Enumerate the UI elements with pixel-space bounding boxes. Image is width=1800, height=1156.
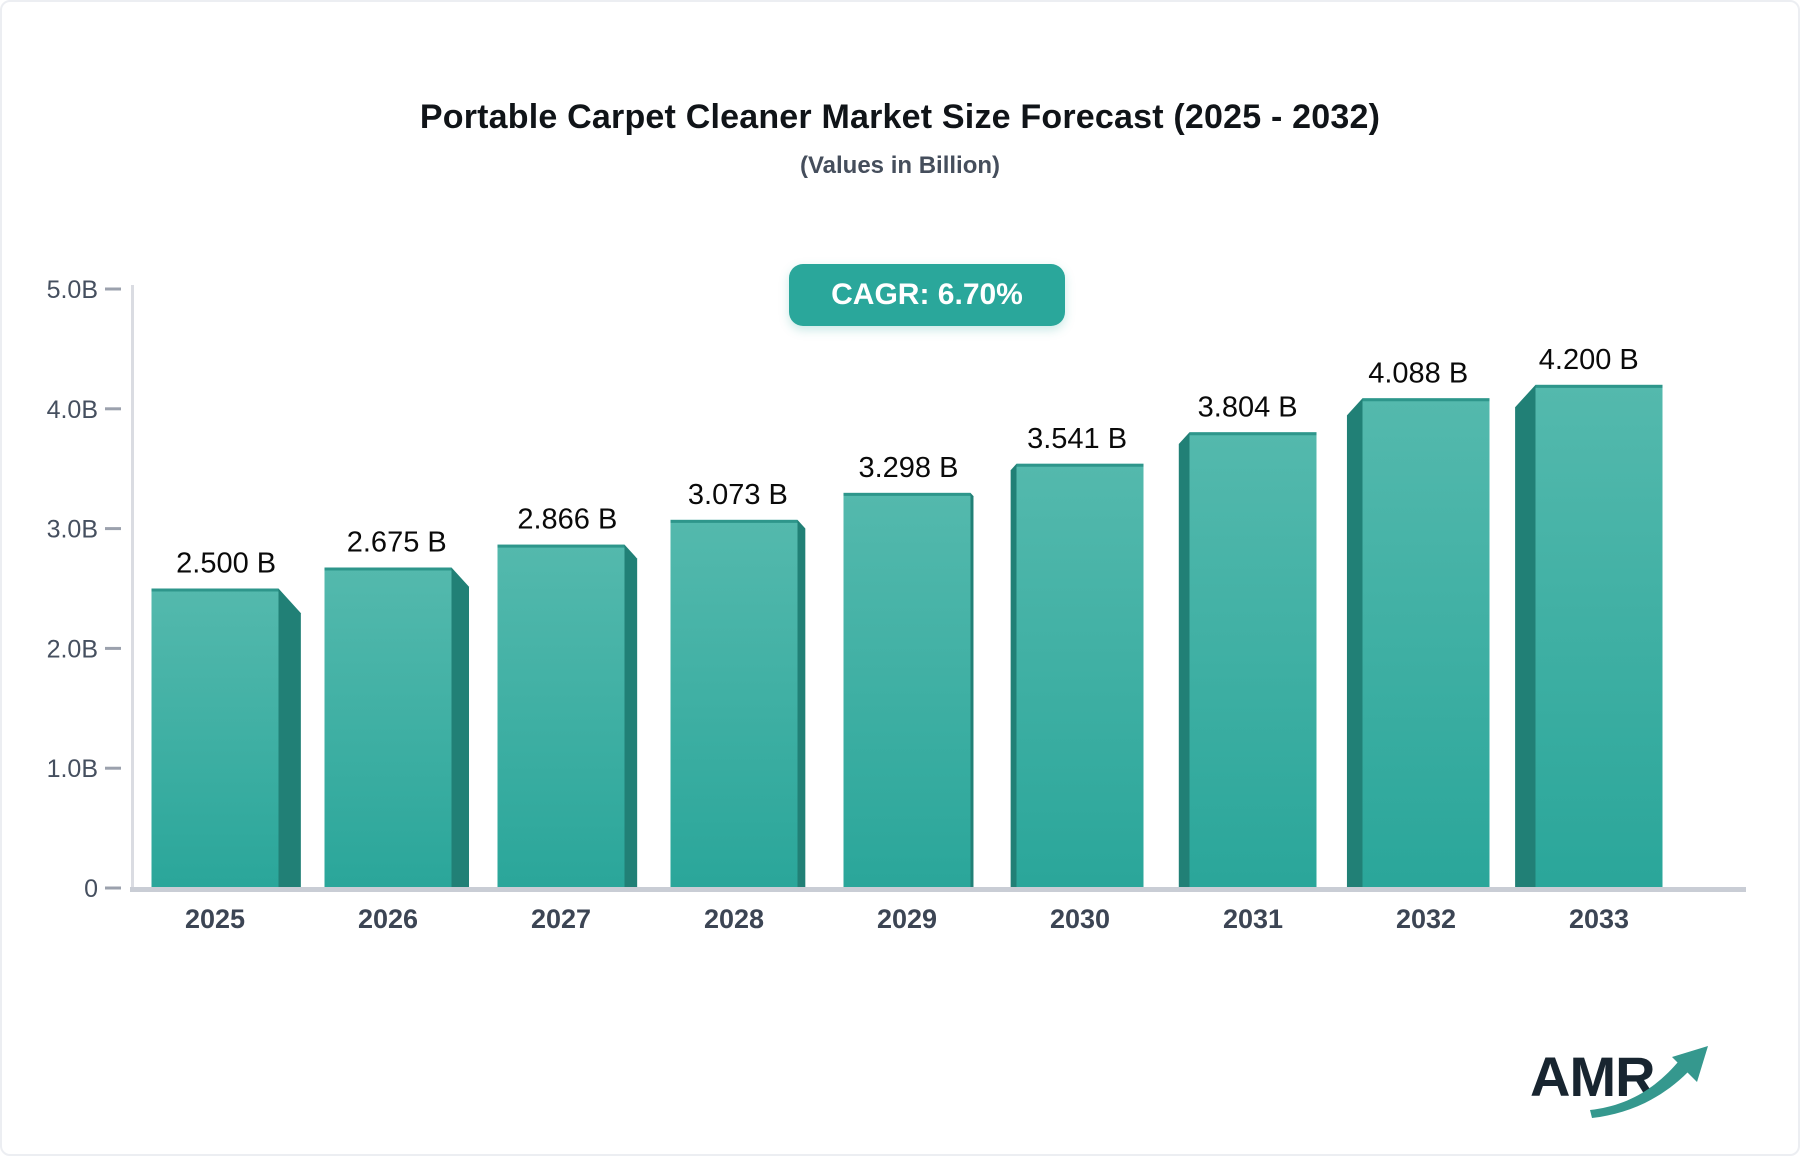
y-axis-label: 0: [84, 875, 98, 903]
y-axis-label: 4.0B: [47, 396, 98, 424]
bar-value-label: 4.200 B: [1539, 344, 1639, 376]
y-axis-label: 5.0B: [47, 276, 98, 304]
bar-value-label: 3.541 B: [1027, 423, 1127, 455]
bar-side-face: [1346, 398, 1363, 888]
logo-arrow-head: [1672, 1046, 1708, 1082]
y-axis-label: 3.0B: [47, 516, 98, 544]
bar-2030: [1016, 463, 1144, 888]
x-axis-label: 2025: [185, 904, 245, 934]
bar-value-label: 3.298 B: [858, 452, 958, 484]
bar-2033: [1535, 384, 1663, 888]
bar-2031: [1189, 432, 1317, 888]
x-axis-label: 2033: [1569, 904, 1629, 934]
bar-value-label: 2.675 B: [347, 527, 447, 559]
bar-2026: [324, 567, 452, 888]
bar-2025: [151, 588, 279, 888]
x-axis-label: 2026: [358, 904, 418, 934]
x-axis-label: 2032: [1396, 904, 1456, 934]
x-axis-label: 2028: [704, 904, 764, 934]
bar-side-face: [278, 588, 301, 888]
bar-value-label: 4.088 B: [1368, 357, 1468, 389]
y-axis-label: 2.0B: [47, 635, 98, 663]
bar-side-face: [797, 519, 806, 888]
bar-value-label: 2.500 B: [176, 548, 276, 580]
bar-2028: [670, 519, 798, 888]
bar-value-label: 3.073 B: [688, 479, 788, 511]
bar-2027: [497, 544, 625, 888]
x-axis-label: 2031: [1223, 904, 1283, 934]
logo-arrow-path: [1590, 1062, 1688, 1118]
x-axis-label: 2029: [877, 904, 937, 934]
amr-logo-arrow-icon: [1590, 1046, 1708, 1118]
bar-side-face: [451, 567, 470, 888]
x-axis-label: 2030: [1050, 904, 1110, 934]
cagr-badge: CAGR: 6.70%: [789, 264, 1065, 326]
amr-logo: AMR: [1522, 1038, 1742, 1128]
bar-side-face: [624, 544, 638, 888]
bar-side-face: [970, 492, 974, 888]
bar-value-label: 2.866 B: [517, 504, 617, 536]
chart-title: Portable Carpet Cleaner Market Size Fore…: [419, 98, 1381, 136]
y-axis-label: 1.0B: [47, 755, 98, 783]
bar-2029: [843, 492, 971, 888]
bar-side-face: [1178, 432, 1190, 888]
x-axis-label: 2027: [531, 904, 591, 934]
chart-subtitle: (Values in Billion): [799, 152, 1001, 179]
bar-2032: [1362, 398, 1490, 888]
bar-side-face: [1010, 463, 1017, 888]
bar-side-face: [1515, 384, 1536, 888]
bar-value-label: 3.804 B: [1198, 391, 1298, 423]
cagr-badge-label: CAGR: 6.70%: [831, 278, 1023, 311]
